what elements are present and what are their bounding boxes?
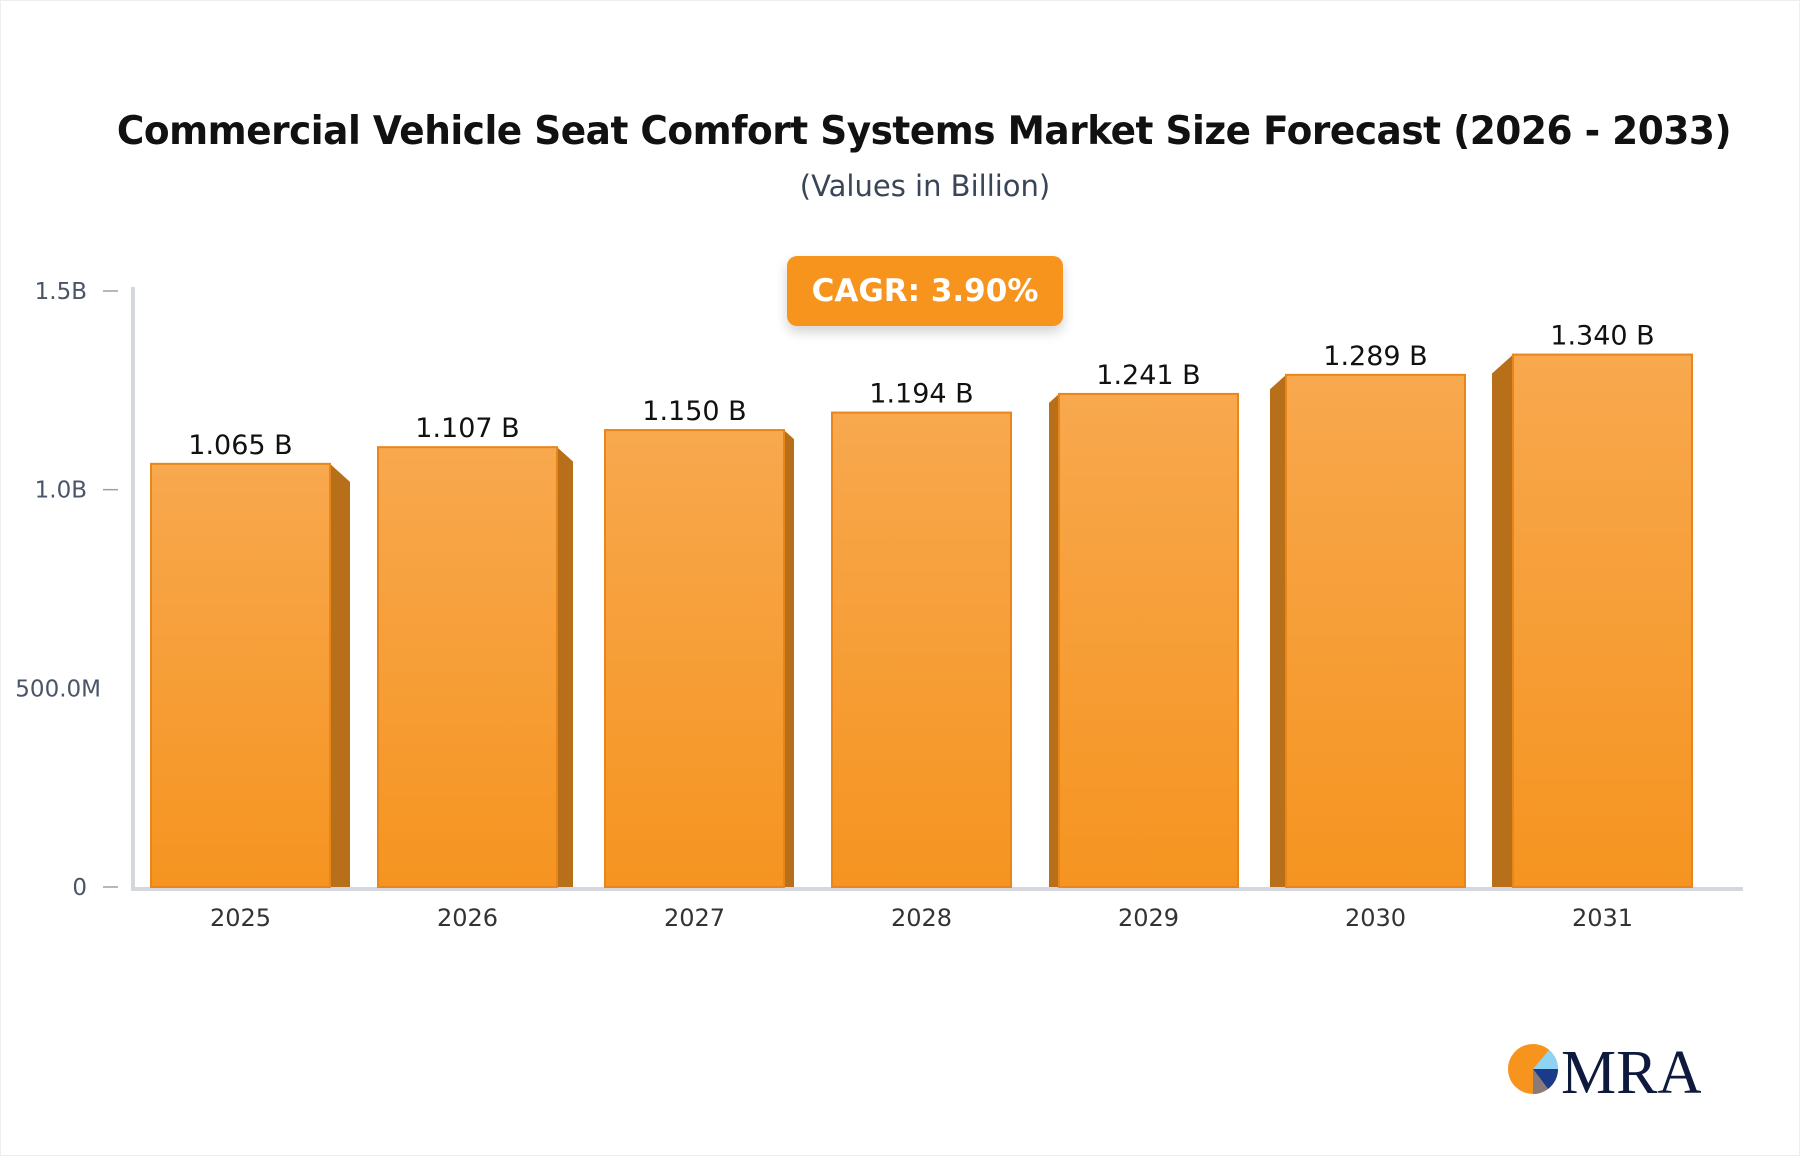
data-label: 1.241 B <box>1096 360 1200 391</box>
x-tick-label: 2029 <box>1118 904 1179 932</box>
chart-title: Commercial Vehicle Seat Comfort Systems … <box>116 109 1732 154</box>
bar-2025 <box>150 462 331 888</box>
x-tick-label: 2027 <box>664 904 725 932</box>
y-tick-label: 0 <box>72 875 87 901</box>
x-tick-label: 2031 <box>1572 904 1633 932</box>
mra-logo: MRA <box>1508 1039 1701 1101</box>
data-label: 1.194 B <box>869 379 973 410</box>
data-label: 1.065 B <box>188 430 292 461</box>
cagr-badge: CAGR: 3.90% <box>787 256 1063 326</box>
x-tick-label: 2025 <box>210 904 271 932</box>
chart-subtitle: (Values in Billion) <box>799 169 1051 203</box>
bar-side <box>557 447 573 887</box>
bar-2031 <box>1512 353 1693 889</box>
data-label: 1.150 B <box>642 396 746 427</box>
bar-side <box>1492 354 1513 887</box>
x-tick-label: 2028 <box>891 904 952 932</box>
bar-side <box>330 463 350 887</box>
logo-text: MRA <box>1561 1039 1701 1101</box>
bar-2028 <box>831 411 1012 888</box>
bar-side <box>784 430 794 887</box>
data-label: 1.107 B <box>415 413 519 444</box>
bar-2029 <box>1058 392 1239 888</box>
bar-2030 <box>1285 373 1466 888</box>
y-tick-label: 1.5B <box>35 279 87 305</box>
bar-side <box>1270 374 1286 887</box>
data-label: 1.289 B <box>1323 341 1427 372</box>
bar-2026 <box>377 446 558 888</box>
x-tick-label: 2030 <box>1345 904 1406 932</box>
data-label: 1.340 B <box>1550 321 1654 352</box>
y-tick-label: 500.0M <box>15 676 101 702</box>
x-tick-label: 2026 <box>437 904 498 932</box>
y-tick-label: 1.0B <box>35 478 87 504</box>
bar-2027 <box>604 429 785 888</box>
bar-side <box>1049 393 1059 887</box>
